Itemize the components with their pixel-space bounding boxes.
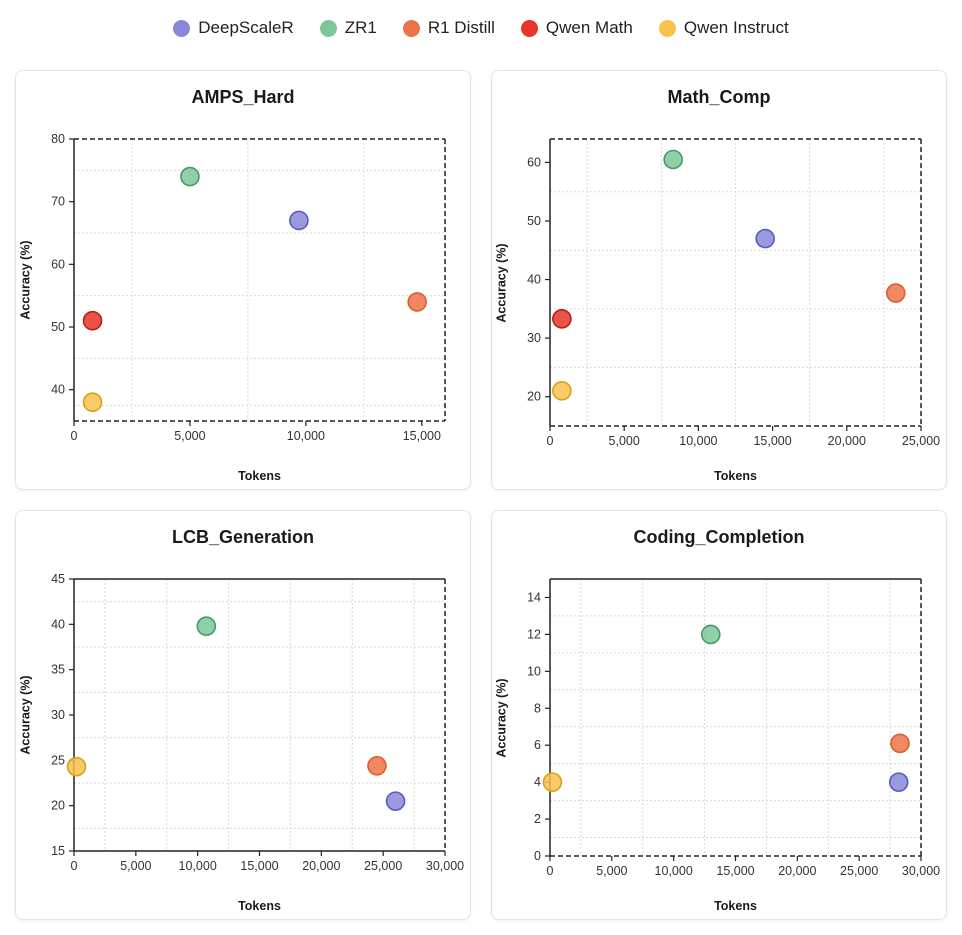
svg-text:2: 2 xyxy=(534,812,541,826)
svg-text:20: 20 xyxy=(51,799,65,813)
svg-text:4: 4 xyxy=(534,775,541,789)
svg-text:25,000: 25,000 xyxy=(364,859,402,873)
svg-text:12: 12 xyxy=(527,627,541,641)
svg-text:80: 80 xyxy=(51,132,65,146)
svg-text:14: 14 xyxy=(527,590,541,604)
svg-text:45: 45 xyxy=(51,572,65,586)
svg-text:35: 35 xyxy=(51,663,65,677)
svg-text:5,000: 5,000 xyxy=(609,434,640,448)
svg-text:40: 40 xyxy=(51,617,65,631)
svg-text:20: 20 xyxy=(527,390,541,404)
svg-text:20,000: 20,000 xyxy=(828,434,866,448)
svg-text:15,000: 15,000 xyxy=(753,434,791,448)
svg-text:15: 15 xyxy=(51,844,65,858)
svg-text:15,000: 15,000 xyxy=(403,429,441,443)
svg-text:25,000: 25,000 xyxy=(840,864,878,878)
svg-text:0: 0 xyxy=(71,859,78,873)
svg-text:0: 0 xyxy=(547,434,554,448)
svg-text:0: 0 xyxy=(534,849,541,863)
svg-text:5,000: 5,000 xyxy=(120,859,151,873)
svg-text:0: 0 xyxy=(71,429,78,443)
svg-text:10,000: 10,000 xyxy=(655,864,693,878)
svg-text:5,000: 5,000 xyxy=(174,429,205,443)
svg-text:70: 70 xyxy=(51,195,65,209)
svg-text:30,000: 30,000 xyxy=(426,859,464,873)
svg-text:0: 0 xyxy=(547,864,554,878)
svg-text:5,000: 5,000 xyxy=(596,864,627,878)
svg-text:60: 60 xyxy=(527,155,541,169)
svg-text:20,000: 20,000 xyxy=(778,864,816,878)
svg-text:8: 8 xyxy=(534,701,541,715)
svg-text:25: 25 xyxy=(51,753,65,767)
svg-text:40: 40 xyxy=(51,383,65,397)
svg-text:15,000: 15,000 xyxy=(240,859,278,873)
svg-text:40: 40 xyxy=(527,273,541,287)
svg-text:50: 50 xyxy=(51,320,65,334)
svg-text:10,000: 10,000 xyxy=(179,859,217,873)
svg-text:30,000: 30,000 xyxy=(902,864,940,878)
svg-text:15,000: 15,000 xyxy=(716,864,754,878)
svg-text:10,000: 10,000 xyxy=(679,434,717,448)
svg-text:25,000: 25,000 xyxy=(902,434,940,448)
svg-text:10: 10 xyxy=(527,664,541,678)
svg-text:10,000: 10,000 xyxy=(287,429,325,443)
svg-text:30: 30 xyxy=(51,708,65,722)
svg-text:30: 30 xyxy=(527,331,541,345)
svg-text:50: 50 xyxy=(527,214,541,228)
svg-text:60: 60 xyxy=(51,257,65,271)
svg-text:6: 6 xyxy=(534,738,541,752)
svg-text:20,000: 20,000 xyxy=(302,859,340,873)
